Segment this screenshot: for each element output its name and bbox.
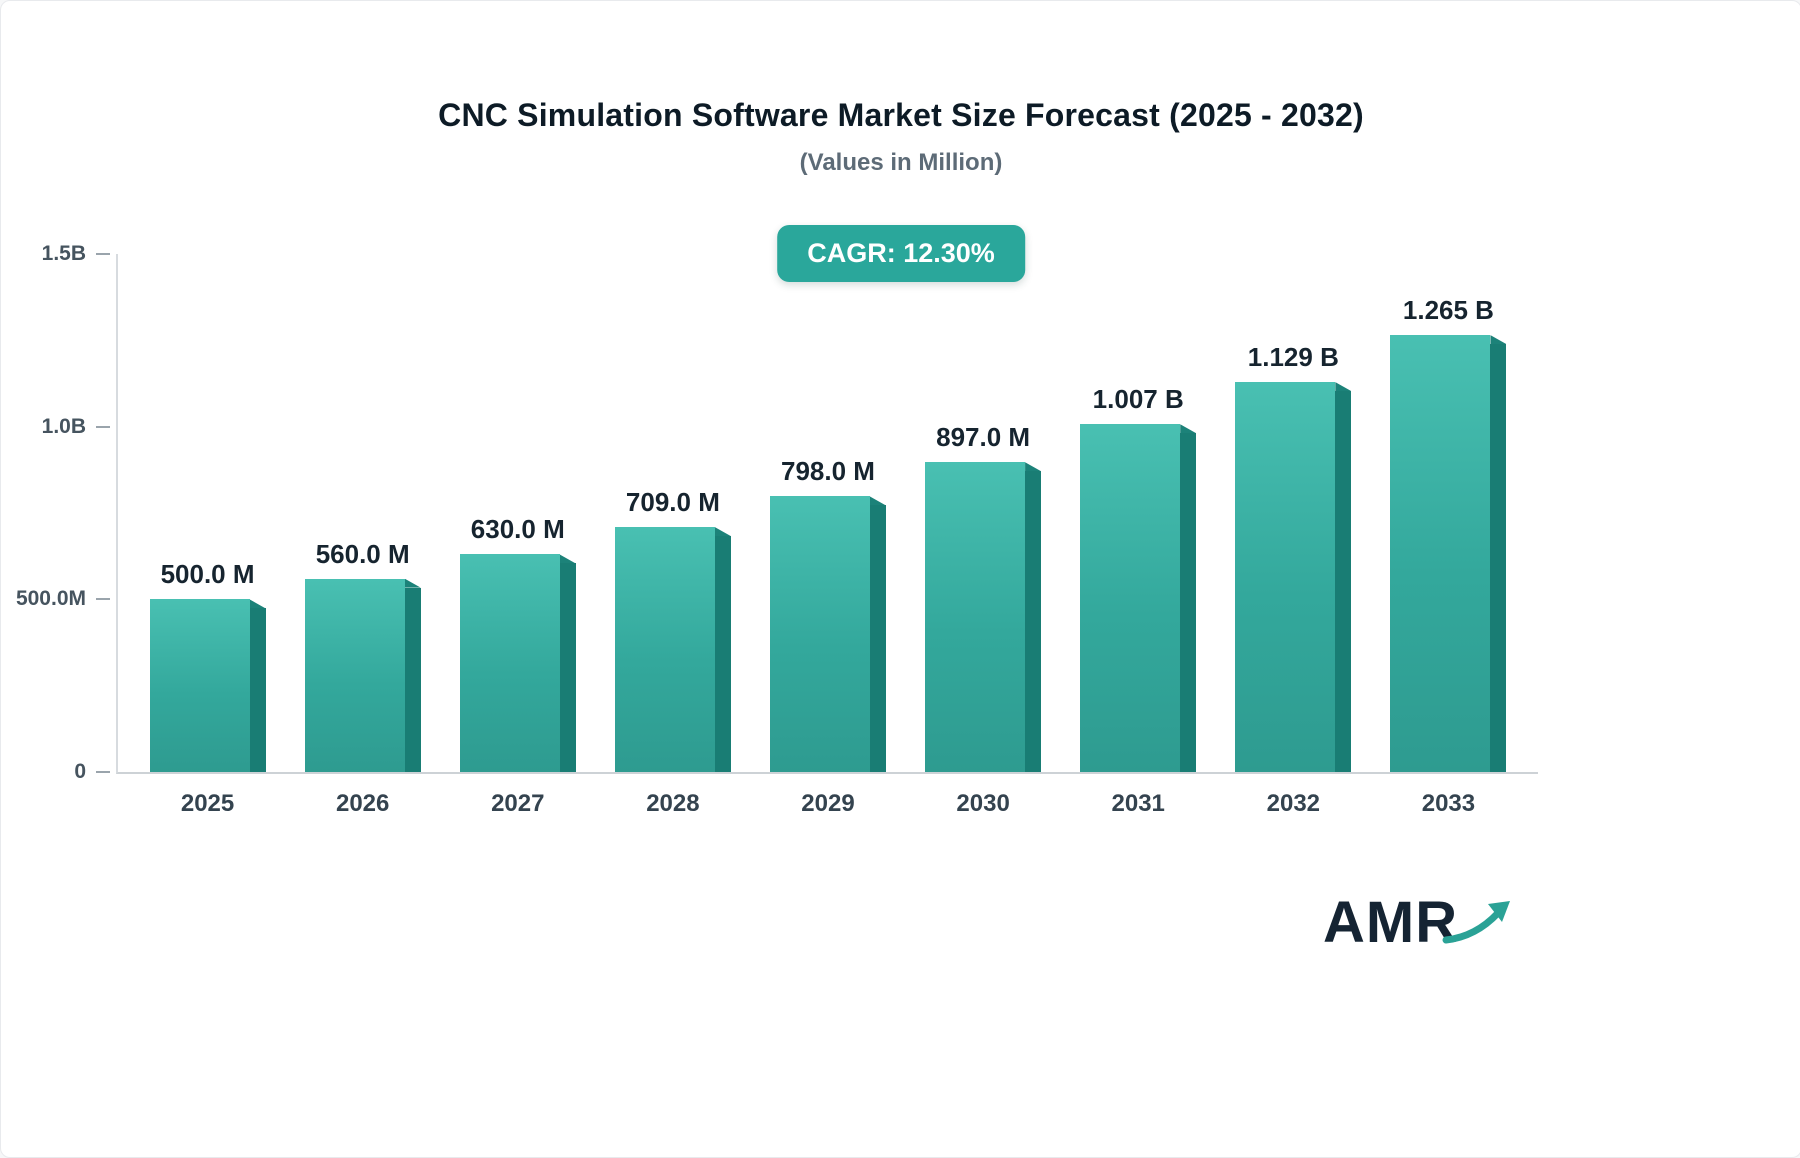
- bar: [459, 554, 576, 772]
- bar-side: [1025, 471, 1042, 772]
- bar-slot: 709.0 M: [595, 254, 750, 772]
- bar-value-label: 500.0 M: [160, 559, 255, 590]
- y-axis-tick: 1.0B: [42, 415, 110, 439]
- bar-side: [1335, 391, 1352, 772]
- x-axis-label: 2027: [491, 790, 545, 817]
- bar-value-label: 897.0 M: [936, 422, 1031, 453]
- y-axis-tick-label: 1.0B: [41, 414, 86, 438]
- cagr-badge: CAGR: 12.30%: [777, 225, 1025, 282]
- bar-front: [149, 599, 250, 772]
- tick-mark: [96, 598, 110, 601]
- tick-mark: [96, 253, 110, 255]
- bar-side: [559, 563, 576, 772]
- y-axis-ticks: 0 500.0M 1.0B 1.5B: [8, 242, 118, 783]
- y-axis-tick-label: 0: [74, 760, 86, 783]
- bar-value-label: 1.129 B: [1247, 342, 1339, 373]
- bar-bevel: [714, 527, 731, 537]
- tick-mark: [96, 771, 110, 773]
- bar-front: [1080, 424, 1181, 772]
- bar-slot: 798.0 M: [750, 254, 905, 772]
- bar-side: [404, 587, 421, 772]
- bar-bevel: [404, 578, 421, 588]
- chart-title: CNC Simulation Software Market Size Fore…: [438, 97, 1364, 133]
- bar-slot: 560.0 M: [285, 254, 440, 772]
- y-axis-tick: 500.0M: [16, 587, 110, 611]
- x-axis-label: 2029: [801, 790, 855, 817]
- bar-front: [1390, 335, 1491, 772]
- bar-front: [925, 462, 1026, 772]
- bar: [149, 599, 266, 772]
- bar: [1390, 335, 1507, 772]
- bar: [304, 578, 421, 772]
- bar: [925, 462, 1042, 772]
- bar-front: [614, 527, 715, 772]
- bar-slot: 1.007 B: [1061, 254, 1216, 772]
- bar: [769, 496, 886, 772]
- bar: [1080, 424, 1197, 772]
- bar-bevel: [1335, 382, 1352, 392]
- x-axis-label: 2033: [1421, 790, 1476, 817]
- bar-bevel: [1025, 462, 1042, 472]
- bar-bevel: [1490, 335, 1507, 345]
- bar-slot: 897.0 M: [906, 254, 1061, 772]
- bar-side: [1490, 344, 1507, 772]
- y-axis-tick-label: 1.5B: [41, 242, 86, 265]
- chart-subtitle: (Values in Million): [799, 149, 1003, 176]
- bar-value-label: 798.0 M: [781, 456, 875, 487]
- x-axis-labels: 2025 2026 2027 2028 2029 2030 2031 2032 2033: [118, 790, 1538, 818]
- bar-slot: 500.0 M: [130, 254, 285, 772]
- logo-text: AMR: [1323, 890, 1459, 955]
- bar-value-label: 1.007 B: [1092, 384, 1184, 415]
- logo-arrow-icon: [1442, 901, 1511, 944]
- bar-value-label: 560.0 M: [315, 538, 410, 569]
- bar-side: [714, 536, 731, 772]
- x-axis-label: 2026: [335, 790, 390, 817]
- bar-front: [769, 496, 870, 772]
- bar: [1235, 382, 1352, 772]
- amr-logo: AMR: [1323, 894, 1514, 952]
- y-axis-tick: 0: [74, 760, 110, 784]
- x-axis-label: 2031: [1111, 790, 1165, 817]
- bar-side: [869, 505, 886, 772]
- y-axis-tick-label: 500.0M: [15, 587, 86, 611]
- bar-side: [1180, 433, 1197, 772]
- bars-row: 500.0 M 560.0 M 630.0 M 709.0 M 798.0 M 897.0…: [118, 254, 1538, 772]
- bar-value-label: 1.265 B: [1402, 295, 1494, 326]
- bar: [614, 527, 731, 772]
- bar-front: [459, 554, 560, 772]
- bar-slot: 1.129 B: [1216, 254, 1371, 772]
- bar-value-label: 630.0 M: [470, 514, 565, 545]
- bar-side: [249, 608, 266, 772]
- bar-front: [304, 578, 405, 772]
- bar-bevel: [869, 496, 886, 506]
- bar-slot: 1.265 B: [1371, 254, 1526, 772]
- bar-bevel: [1180, 424, 1197, 434]
- x-axis-label: 2032: [1266, 790, 1321, 817]
- x-axis-label: 2030: [956, 790, 1010, 817]
- bar-bevel: [559, 554, 576, 564]
- plot-area: 0 500.0M 1.0B 1.5B 500.0 M 560.0 M 630.0 M 709…: [16, 242, 1538, 817]
- bar-bevel: [249, 599, 266, 609]
- y-axis-tick: 1.5B: [42, 242, 110, 266]
- bar-slot: 630.0 M: [440, 254, 595, 772]
- x-axis-label: 2025: [180, 790, 235, 817]
- bar-front: [1235, 382, 1336, 772]
- bar-value-label: 709.0 M: [625, 487, 720, 518]
- x-axis-label: 2028: [646, 790, 700, 817]
- tick-mark: [96, 425, 110, 428]
